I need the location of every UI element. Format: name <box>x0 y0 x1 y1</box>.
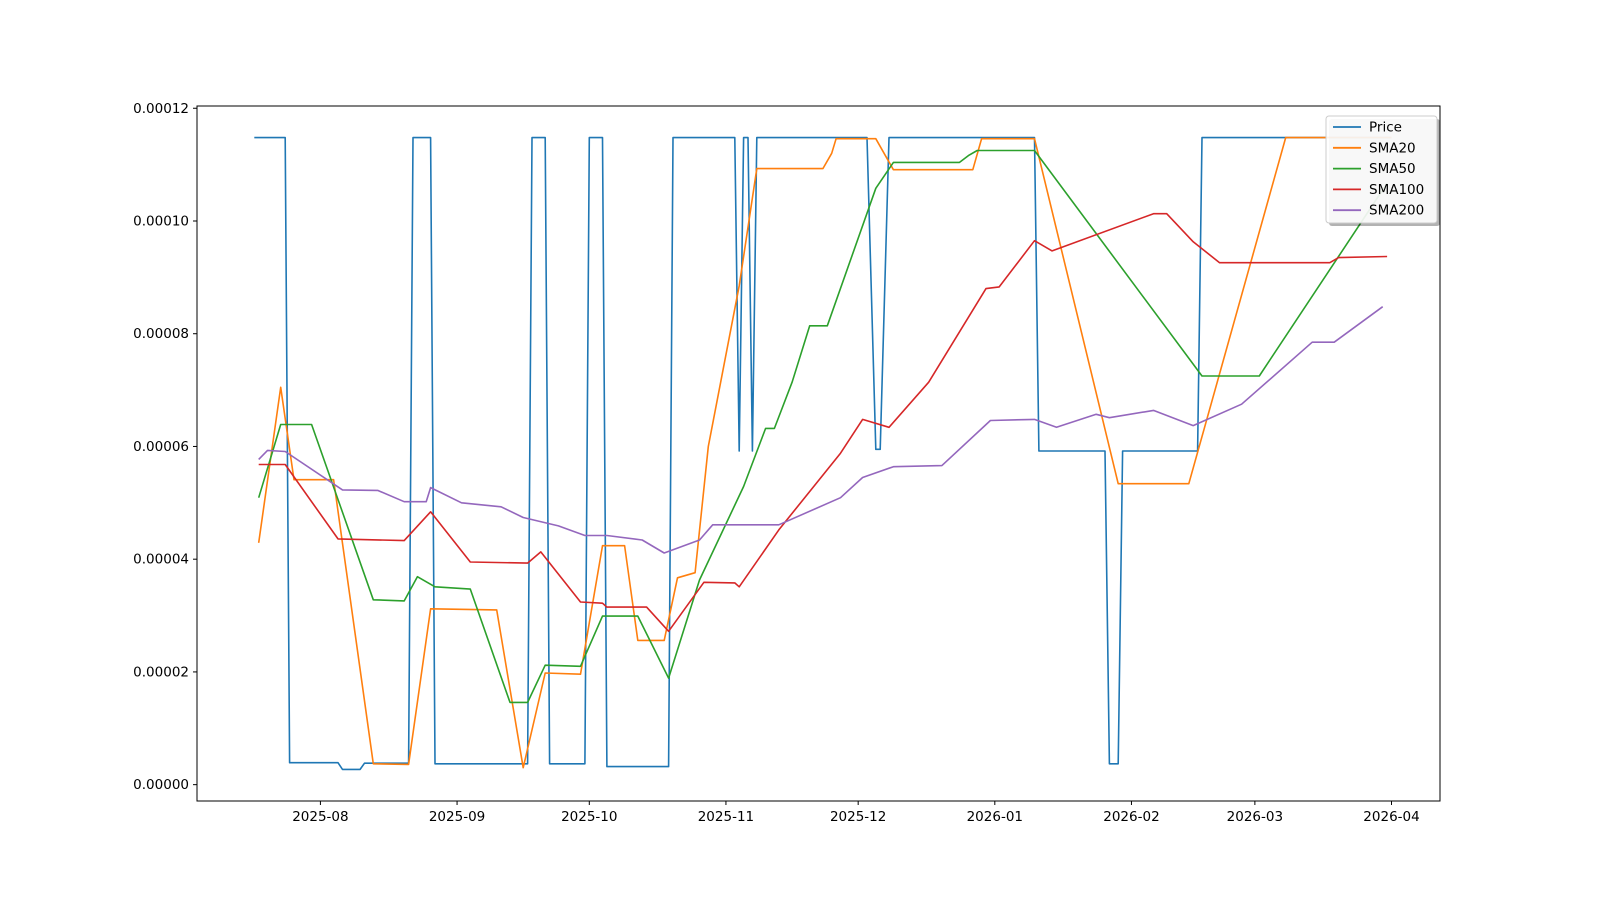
legend-item-sma50: SMA50 <box>1333 161 1416 177</box>
y-tick-label: 0.00012 <box>133 101 189 117</box>
x-tick-label: 2025-12 <box>830 809 886 825</box>
x-tick-label: 2025-09 <box>429 809 485 825</box>
legend-label-price: Price <box>1369 120 1402 136</box>
series-line-price <box>254 136 1392 771</box>
legend-item-sma100: SMA100 <box>1333 182 1424 198</box>
y-tick-label: 0.00004 <box>133 552 189 568</box>
x-tick-label: 2025-08 <box>292 809 348 825</box>
y-tick-label: 0.00006 <box>133 439 189 455</box>
legend-label-sma50: SMA50 <box>1369 161 1416 177</box>
x-tick-label: 2026-02 <box>1103 809 1159 825</box>
y-tick-label: 0.00010 <box>133 213 189 229</box>
y-tick-label: 0.00002 <box>133 664 189 680</box>
y-tick-label: 0.00008 <box>133 326 189 342</box>
x-tick-label: 2026-04 <box>1363 809 1419 825</box>
legend-label-sma200: SMA200 <box>1369 203 1424 219</box>
legend-box <box>1325 115 1438 224</box>
legend-label-sma20: SMA20 <box>1369 140 1416 156</box>
x-tick-label: 2026-03 <box>1227 809 1283 825</box>
series-line-sma50 <box>257 149 1388 704</box>
legend-item-sma200: SMA200 <box>1333 203 1424 219</box>
plot-area <box>197 106 1440 801</box>
legend-item-price: Price <box>1333 120 1402 136</box>
y-tick-label: 0.00000 <box>133 777 189 793</box>
series-group <box>254 136 1392 771</box>
series-line-sma20 <box>257 136 1392 769</box>
series-line-sma100 <box>258 212 1388 633</box>
legend: Price SMA20 SMA50 SMA100 SMA200 <box>1325 115 1440 226</box>
x-tick-label: 2025-11 <box>698 809 754 825</box>
series-line-sma200 <box>258 306 1384 554</box>
x-tick-label: 2026-01 <box>967 809 1023 825</box>
plot-frame <box>196 105 1441 802</box>
legend-label-sma100: SMA100 <box>1369 182 1424 198</box>
x-tick-label: 2025-10 <box>561 809 617 825</box>
legend-item-sma20: SMA20 <box>1333 140 1416 156</box>
